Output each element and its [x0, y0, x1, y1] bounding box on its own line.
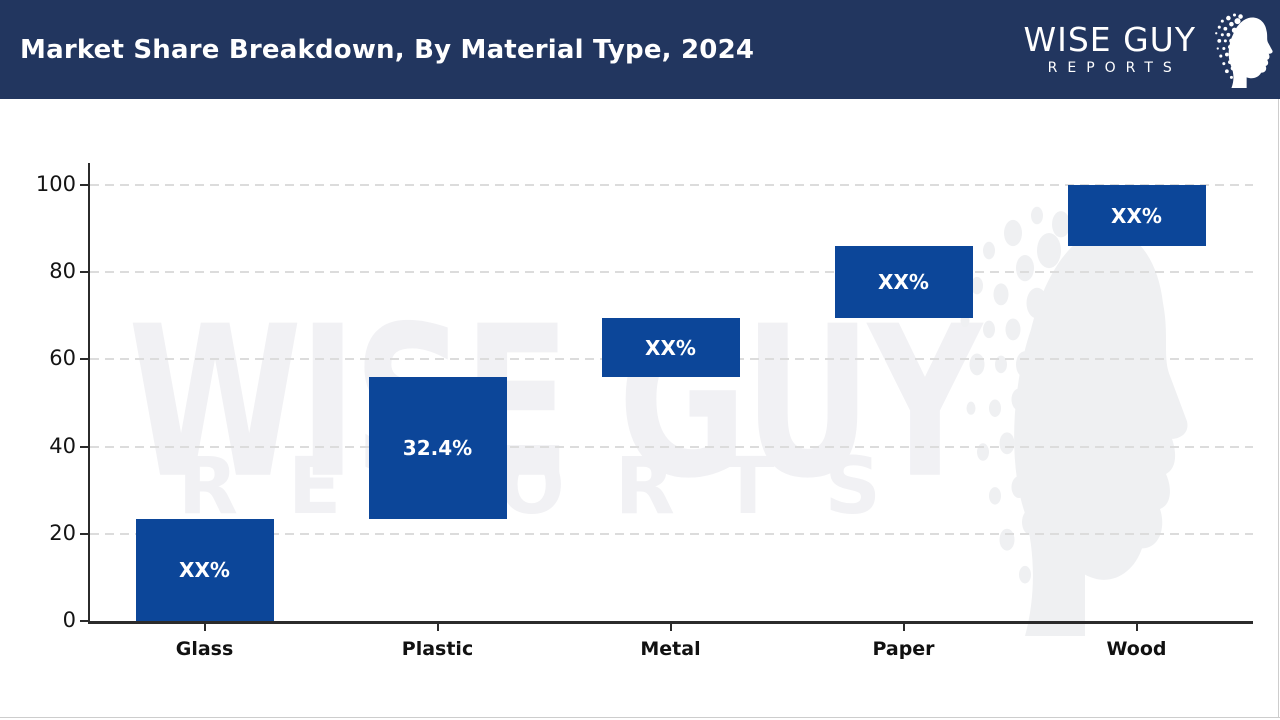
- x-axis-tick: [1135, 624, 1138, 631]
- x-tick-label: Plastic: [401, 638, 474, 660]
- x-axis-tick: [902, 624, 905, 631]
- y-tick-label: 20: [49, 520, 76, 545]
- logo-text: WISE GUY REPORTS: [1023, 19, 1196, 77]
- y-axis-tick: [80, 184, 88, 186]
- y-axis-tick: [80, 620, 88, 622]
- y-axis-line: [88, 163, 90, 621]
- x-axis-tick: [669, 624, 672, 631]
- x-tick-label: Glass: [175, 638, 234, 660]
- page-bottom-border: [0, 717, 1280, 718]
- bar: XX%: [834, 246, 973, 319]
- x-tick-label: Wood: [1106, 638, 1167, 660]
- bar-value-label: XX%: [179, 557, 230, 582]
- header-bar: Market Share Breakdown, By Material Type…: [0, 0, 1280, 99]
- logo-subtitle: REPORTS: [1047, 60, 1182, 77]
- gridline: [90, 445, 1253, 448]
- x-tick-label: Paper: [872, 638, 935, 660]
- y-tick-label: 60: [49, 346, 76, 371]
- gridline: [90, 532, 1253, 535]
- y-tick-label: 100: [35, 172, 76, 196]
- y-axis-tick: [80, 445, 88, 448]
- page-title: Market Share Breakdown, By Material Type…: [20, 34, 755, 65]
- y-axis-tick: [80, 358, 88, 361]
- y-tick-label: 80: [49, 259, 76, 284]
- x-axis-tick: [203, 624, 206, 631]
- x-axis-tick: [436, 624, 439, 631]
- y-axis-tick: [80, 532, 88, 535]
- gridline: [90, 184, 1253, 186]
- wise-guy-reports-logo: WISE GUY REPORTS: [1023, 7, 1280, 93]
- page-right-border: [1278, 99, 1279, 718]
- bar: XX%: [601, 318, 740, 378]
- x-axis-line: [88, 621, 1253, 624]
- y-tick-label: 0: [62, 608, 76, 632]
- y-axis-tick: [80, 271, 88, 274]
- bar-value-label: XX%: [645, 335, 696, 360]
- dotted-head-icon: [1215, 13, 1273, 88]
- x-tick-label: Metal: [640, 638, 701, 660]
- bar: XX%: [1067, 185, 1206, 247]
- watermark-wordmark: WISE GUY: [128, 282, 982, 525]
- bar-value-label: XX%: [878, 270, 929, 295]
- bar-value-label: XX%: [1111, 203, 1162, 228]
- y-tick-label: 40: [49, 433, 76, 458]
- bar: 32.4%: [368, 377, 507, 519]
- watermark-subtitle: REPORTS: [178, 442, 931, 532]
- bar-value-label: 32.4%: [402, 435, 473, 460]
- logo-wordmark: WISE GUY: [1023, 19, 1196, 59]
- gridline: [90, 271, 1253, 274]
- bar: XX%: [135, 518, 274, 621]
